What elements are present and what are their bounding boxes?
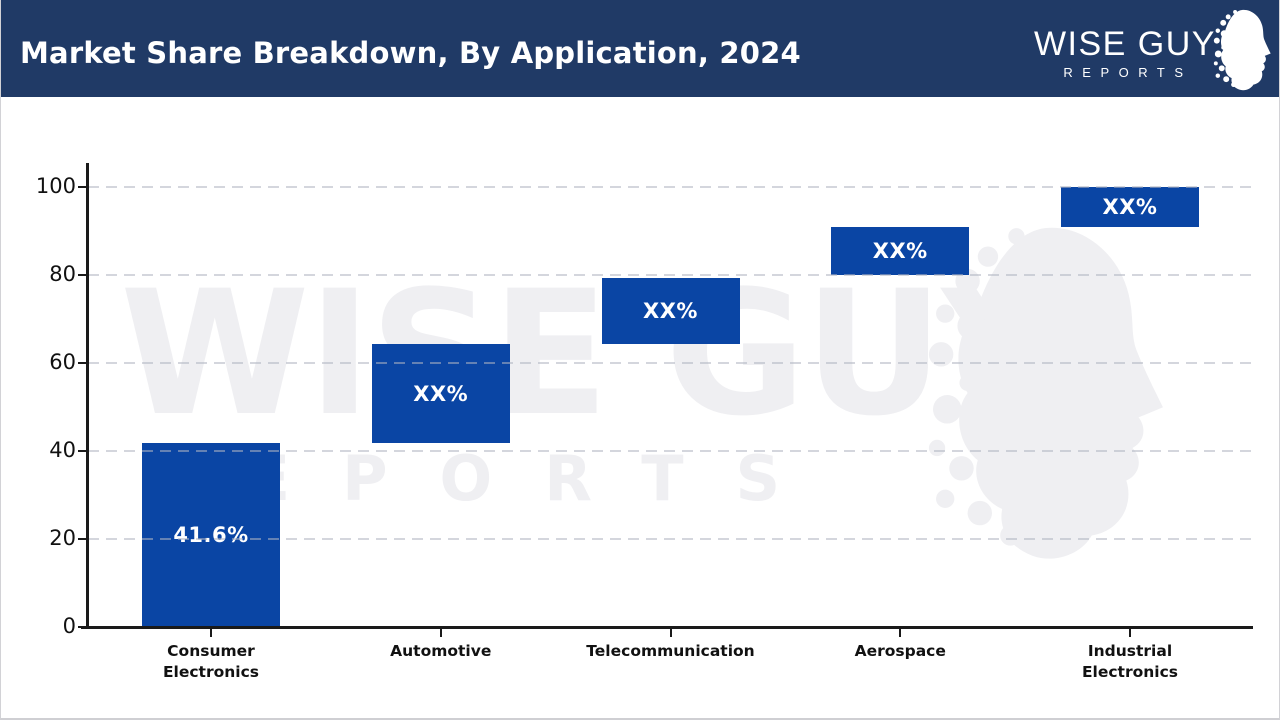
bar: XX%: [371, 343, 510, 444]
x-axis-label: Telecommunication: [586, 642, 755, 660]
y-axis-line: [86, 163, 89, 628]
x-tick-mark: [1129, 629, 1131, 637]
brand-subtext: REPORTS: [1063, 64, 1193, 80]
watermark-wordmark: WISE GUY: [120, 253, 1066, 454]
brand-logo: WISE GUY REPORTS: [1034, 6, 1274, 94]
bar: 41.6%: [142, 443, 280, 627]
y-tick-mark: [78, 273, 87, 276]
y-tick-label: 100: [35, 174, 76, 198]
x-tick-mark: [669, 629, 672, 637]
y-tick-mark: [78, 361, 87, 364]
brand-wordmark: WISE GUY REPORTS: [1034, 27, 1216, 80]
y-tick-label: 40: [49, 438, 76, 462]
x-axis-label: Industrial Electronics: [1081, 642, 1179, 681]
bar-value-label: XX%: [1102, 194, 1158, 219]
bar: XX%: [831, 227, 970, 276]
bar: XX%: [1061, 186, 1199, 228]
brand-head-icon: [1212, 8, 1274, 92]
bar-value-label: 41.6%: [173, 522, 249, 547]
y-tick-mark: [78, 185, 87, 188]
bar-value-label: XX%: [872, 239, 928, 264]
bar-value-label: XX%: [413, 381, 469, 406]
x-tick-mark: [439, 629, 442, 637]
y-tick-label: 0: [62, 614, 76, 638]
y-tick-label: 60: [49, 350, 76, 374]
x-axis-label: Consumer Electronics: [162, 642, 260, 681]
header-bar: Market Share Breakdown, By Application, …: [0, 0, 1280, 97]
gridline: [88, 185, 1253, 188]
bar-value-label: XX%: [643, 298, 698, 323]
gridline: [88, 449, 1253, 452]
bar: XX%: [601, 278, 740, 344]
page-title: Market Share Breakdown, By Application, …: [20, 36, 801, 70]
y-tick-mark: [78, 625, 87, 628]
y-tick-mark: [78, 537, 87, 540]
gridline: [88, 273, 1253, 276]
x-axis-label: Aerospace: [854, 642, 946, 660]
x-axis-line: [81, 626, 1253, 629]
y-tick-mark: [78, 449, 87, 452]
x-axis-label: Automotive: [390, 642, 492, 660]
gridline: [88, 537, 1253, 540]
y-tick-label: 80: [49, 262, 76, 286]
y-tick-label: 20: [49, 526, 76, 550]
gridline: [88, 361, 1253, 364]
brand-name: WISE GUY: [1033, 24, 1216, 63]
x-tick-mark: [210, 629, 212, 637]
x-tick-mark: [899, 629, 902, 637]
